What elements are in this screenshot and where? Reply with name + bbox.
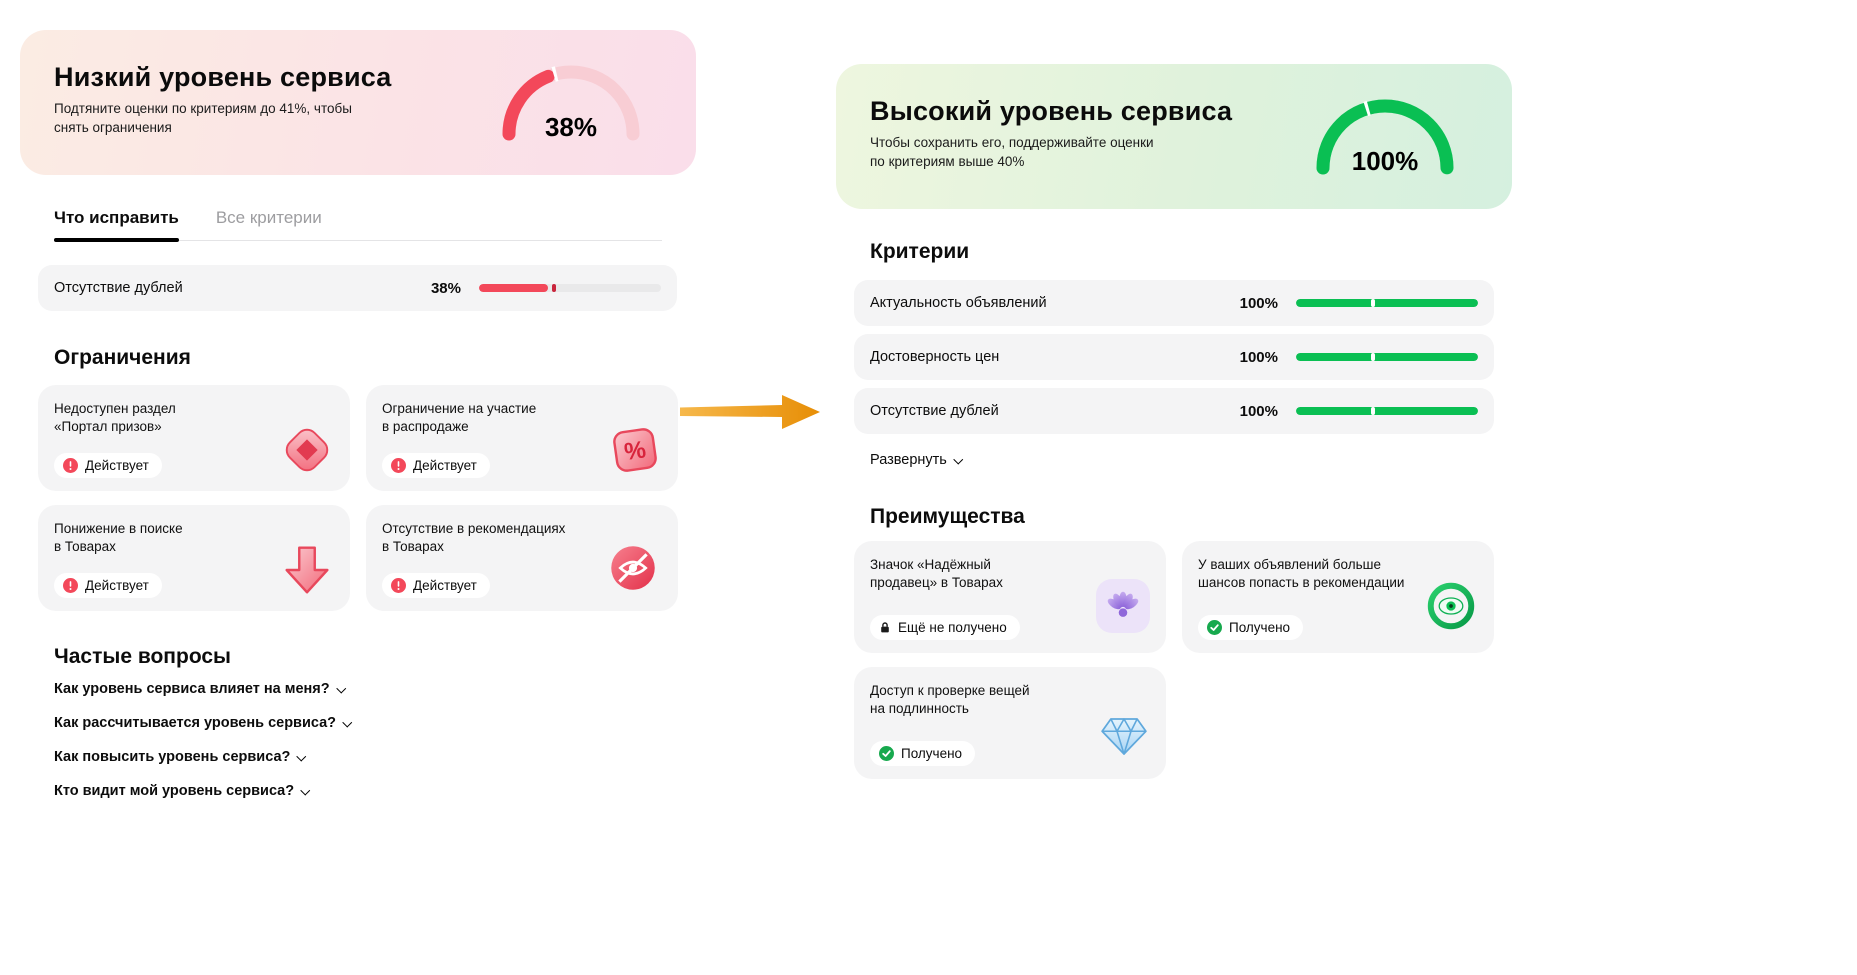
restriction-title: Недоступен раздел «Портал призов»	[54, 401, 176, 434]
service-level-gauge-low: 38%	[491, 50, 651, 146]
chevron-down-icon	[300, 785, 310, 795]
criterion-row-actuality: Актуальность объявлений 100%	[854, 280, 1494, 326]
tabs: Что исправить Все критерии	[54, 208, 662, 242]
recommendations-eye-icon	[1424, 579, 1478, 633]
restriction-card-sale: Ограничение на участие в распродаже Дейс…	[366, 385, 678, 491]
status-badge-received: Получено	[1198, 615, 1304, 640]
restriction-title: Понижение в поиске в Товарах	[54, 521, 183, 554]
criterion-row-duplicates: Отсутствие дублей 100%	[854, 388, 1494, 434]
benefit-title: Доступ к проверке вещей на подлинность	[870, 683, 1030, 716]
restriction-card-recommendations: Отсутствие в рекомендациях в Товарах Дей…	[366, 505, 678, 611]
benefits-heading: Преимущества	[870, 505, 1025, 528]
criterion-progressbar	[479, 284, 661, 292]
svg-text:%: %	[623, 436, 648, 466]
criterion-value: 38%	[430, 279, 461, 297]
check-icon	[879, 746, 894, 761]
criterion-label: Отсутствие дублей	[870, 403, 999, 419]
status-badge-received: Получено	[870, 741, 976, 766]
faq-heading: Частые вопросы	[54, 645, 231, 668]
alert-icon	[391, 578, 406, 593]
gauge-value-high: 100%	[1352, 146, 1419, 176]
tab-what-to-fix[interactable]: Что исправить	[54, 208, 179, 242]
lock-icon	[881, 622, 889, 633]
transition-arrow-icon	[678, 392, 823, 432]
gauge-value-low: 38%	[545, 112, 597, 142]
chevron-down-icon	[336, 683, 346, 693]
benefit-card-recommendations: У ваших объявлений больше шансов попасть…	[1182, 541, 1494, 653]
trusted-seller-badge-icon	[1096, 579, 1150, 633]
service-level-gauge-high: 100%	[1305, 84, 1465, 180]
criterion-label: Отсутствие дублей	[54, 280, 183, 296]
criteria-heading: Критерии	[870, 240, 970, 263]
benefit-title: У ваших объявлений больше шансов попасть…	[1198, 557, 1405, 590]
check-icon	[1207, 620, 1222, 635]
criterion-progressbar	[1296, 407, 1478, 415]
tab-all-criteria[interactable]: Все критерии	[215, 208, 322, 227]
sale-percent-icon: %	[604, 419, 666, 481]
restriction-title: Отсутствие в рекомендациях в Товарах	[382, 521, 566, 554]
status-badge-active: Действует	[382, 573, 490, 598]
restriction-card-search-rank: Понижение в поиске в Товарах Действует	[38, 505, 350, 611]
alert-icon	[63, 578, 78, 593]
authenticity-check-icon	[1096, 705, 1150, 759]
chevron-down-icon	[342, 717, 352, 727]
alert-icon	[391, 458, 406, 473]
faq-item-influence[interactable]: Как уровень сервиса влияет на меня?	[54, 681, 346, 697]
eye-off-icon	[604, 539, 666, 601]
low-level-subtitle: Подтяните оценки по критериям до 41%, чт…	[54, 101, 352, 135]
status-badge-active: Действует	[54, 573, 162, 598]
benefit-title: Значок «Надёжный продавец» в Товарах	[870, 557, 1003, 590]
faq-item-improve[interactable]: Как повысить уровень сервиса?	[54, 749, 307, 765]
status-badge-active: Действует	[54, 453, 162, 478]
restrictions-heading: Ограничения	[54, 346, 191, 369]
low-level-title: Низкий уровень сервиса	[54, 62, 392, 92]
high-level-subtitle: Чтобы сохранить его, поддерживайте оценк…	[870, 135, 1154, 169]
criterion-label: Актуальность объявлений	[870, 295, 1047, 311]
prize-portal-icon	[276, 419, 338, 481]
high-level-title: Высокий уровень сервиса	[870, 96, 1233, 126]
faq-item-visibility[interactable]: Кто видит мой уровень сервиса?	[54, 783, 310, 799]
high-level-banner: Высокий уровень сервиса Чтобы сохранить …	[836, 64, 1512, 209]
chevron-down-icon	[297, 751, 307, 761]
status-badge-locked: Ещё не получено	[870, 615, 1020, 640]
restriction-title: Ограничение на участие в распродаже	[382, 401, 537, 434]
criterion-value: 100%	[1239, 348, 1278, 366]
faq-item-calculation[interactable]: Как рассчитывается уровень сервиса?	[54, 715, 352, 731]
status-badge-active: Действует	[382, 453, 490, 478]
low-level-banner: Низкий уровень сервиса Подтяните оценки …	[20, 30, 696, 175]
alert-icon	[63, 458, 78, 473]
fix-row-duplicates: Отсутствие дублей 38%	[38, 265, 677, 311]
restriction-card-prize-portal: Недоступен раздел «Портал призов» Действ…	[38, 385, 350, 491]
criterion-progressbar	[1296, 299, 1478, 307]
criterion-label: Достоверность цен	[870, 349, 1000, 365]
criterion-value: 100%	[1239, 294, 1278, 312]
criterion-progressbar	[1296, 353, 1478, 361]
criterion-value: 100%	[1239, 402, 1278, 420]
chevron-down-icon	[953, 454, 963, 464]
benefit-card-trusted-seller: Значок «Надёжный продавец» в Товарах Ещё…	[854, 541, 1166, 653]
criterion-row-price-accuracy: Достоверность цен 100%	[854, 334, 1494, 380]
expand-button[interactable]: Развернуть	[870, 452, 963, 468]
benefit-card-authenticity: Доступ к проверке вещей на подлинность П…	[854, 667, 1166, 779]
rank-down-icon	[276, 539, 338, 601]
